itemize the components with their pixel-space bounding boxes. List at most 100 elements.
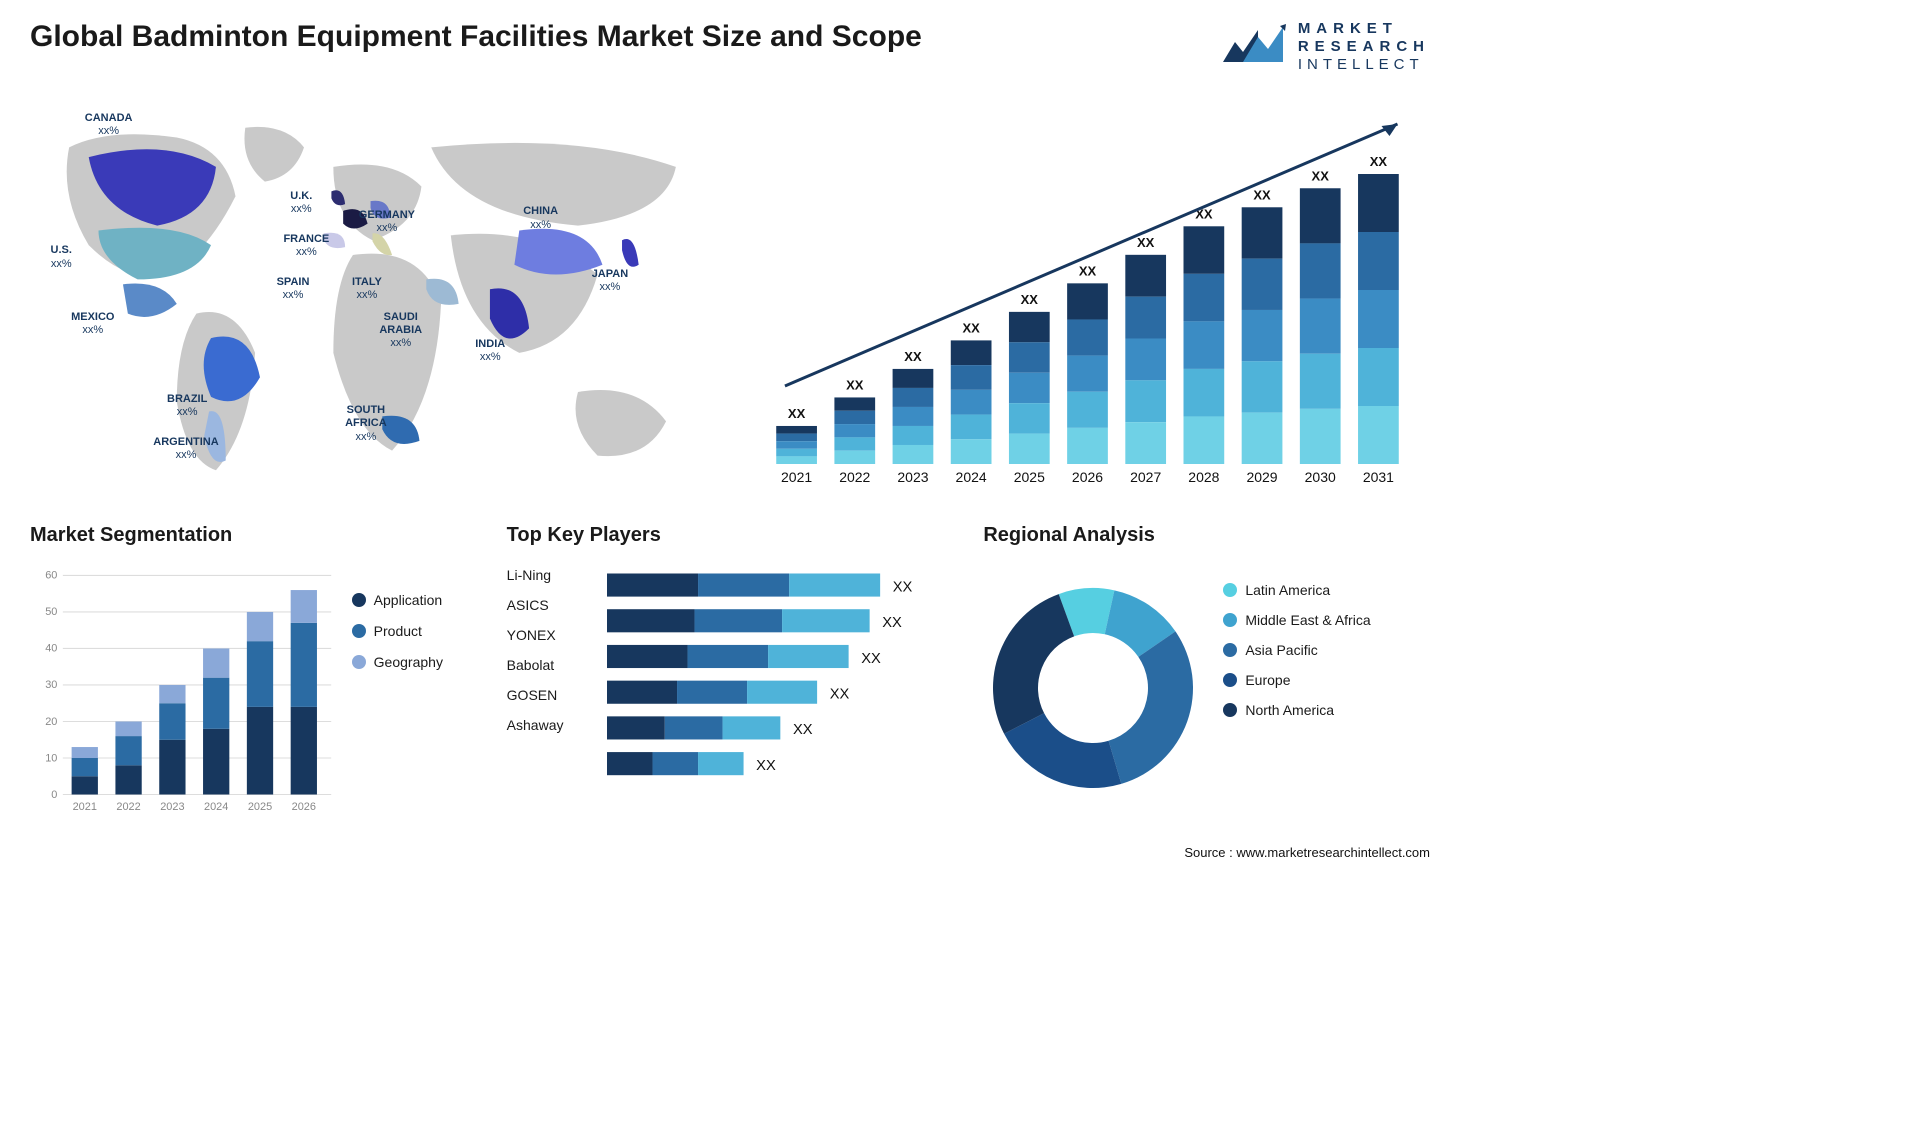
main-bar-seg	[951, 365, 992, 390]
map-label-japan: JAPANxx%	[592, 268, 628, 294]
main-bar-seg	[1067, 356, 1108, 392]
map-label-u-s-: U.S.xx%	[51, 244, 72, 270]
regional-donut	[983, 562, 1203, 814]
main-bar-seg	[1125, 297, 1166, 339]
main-bar-seg	[1067, 319, 1108, 355]
seg-bar-seg	[115, 765, 141, 794]
main-bar-seg	[951, 439, 992, 464]
player-bar-seg	[677, 681, 747, 704]
main-bar-seg	[1125, 255, 1166, 297]
main-bar-seg	[1300, 409, 1341, 464]
seg-bar-seg	[247, 612, 273, 641]
map-label-argentina: ARGENTINAxx%	[153, 436, 218, 462]
map-label-germany: GERMANYxx%	[359, 209, 415, 235]
seg-bar-seg	[291, 623, 317, 707]
segmentation-chart: 0102030405060202120222023202420252026	[30, 562, 337, 819]
players-labels: Li-NingASICSYONEXBabolatGOSENAshaway	[507, 562, 607, 814]
svg-text:40: 40	[45, 643, 57, 655]
map-label-canada: CANADAxx%	[85, 112, 133, 138]
player-bar-seg	[607, 681, 677, 704]
main-bar-seg	[1067, 392, 1108, 428]
player-bar-seg	[607, 752, 653, 775]
svg-text:XX: XX	[1253, 187, 1271, 202]
regional-legend: Latin AmericaMiddle East & AfricaAsia Pa…	[1203, 582, 1430, 814]
player-bar-seg	[652, 752, 698, 775]
seg-bar-seg	[159, 740, 185, 795]
svg-text:2027: 2027	[1130, 469, 1161, 485]
player-bar-seg	[768, 645, 849, 668]
player-bar-seg	[664, 716, 722, 739]
main-bar-seg	[1009, 403, 1050, 433]
segmentation-title: Market Segmentation	[30, 524, 477, 547]
seg-bar-seg	[115, 721, 141, 736]
main-bar-seg	[893, 388, 934, 407]
svg-text:2031: 2031	[1363, 469, 1394, 485]
seg-legend-item: Geography	[352, 654, 477, 670]
player-bar-seg	[747, 681, 817, 704]
svg-text:20: 20	[45, 716, 57, 728]
players-title: Top Key Players	[507, 524, 954, 547]
player-bar-seg	[607, 645, 688, 668]
svg-text:XX: XX	[829, 687, 849, 703]
svg-text:2026: 2026	[1072, 469, 1103, 485]
players-chart: XXXXXXXXXXXX	[607, 562, 954, 814]
svg-text:XX: XX	[846, 377, 864, 392]
main-bar-seg	[1300, 299, 1341, 354]
main-bar-seg	[1009, 312, 1050, 342]
svg-text:2026: 2026	[292, 801, 316, 813]
main-bar-seg	[834, 397, 875, 410]
map-label-france: FRANCExx%	[283, 233, 329, 259]
regional-legend-item: North America	[1223, 702, 1430, 718]
source-text: Source : www.marketresearchintellect.com	[1184, 845, 1430, 860]
main-bar-seg	[834, 411, 875, 424]
seg-bar-seg	[291, 707, 317, 795]
seg-bar-seg	[72, 758, 98, 776]
svg-text:XX: XX	[882, 615, 902, 631]
main-bar-seg	[1358, 406, 1399, 464]
svg-text:2021: 2021	[73, 801, 97, 813]
main-bar-seg	[1358, 232, 1399, 290]
main-bar-seg	[1184, 274, 1225, 322]
map-china	[514, 229, 602, 275]
svg-text:2024: 2024	[956, 469, 987, 485]
seg-bar-seg	[203, 678, 229, 729]
logo: MARKET RESEARCH INTELLECT	[1218, 20, 1430, 74]
seg-bar-seg	[247, 641, 273, 707]
seg-bar-seg	[203, 729, 229, 795]
main-bar-seg	[893, 426, 934, 445]
player-label: GOSEN	[507, 687, 607, 703]
map-italy	[373, 233, 393, 255]
svg-text:XX: XX	[1079, 263, 1097, 278]
svg-text:2022: 2022	[839, 469, 870, 485]
main-bar-seg	[834, 424, 875, 437]
regional-legend-item: Latin America	[1223, 582, 1430, 598]
main-bar-seg	[1184, 226, 1225, 274]
svg-text:2023: 2023	[160, 801, 184, 813]
seg-bar-seg	[72, 747, 98, 758]
player-label: Ashaway	[507, 717, 607, 733]
main-bar-seg	[951, 415, 992, 440]
main-bar-seg	[1358, 348, 1399, 406]
player-bar-seg	[722, 716, 780, 739]
svg-text:2022: 2022	[116, 801, 140, 813]
segmentation-legend: ApplicationProductGeography	[337, 592, 477, 819]
main-bar-seg	[1300, 243, 1341, 298]
main-bar-seg	[1300, 354, 1341, 409]
main-bar-seg	[1067, 428, 1108, 464]
regional-legend-item: Europe	[1223, 672, 1430, 688]
player-bar-seg	[694, 609, 782, 632]
main-bar-seg	[776, 441, 817, 449]
main-bar-seg	[1125, 422, 1166, 464]
regional-title: Regional Analysis	[983, 524, 1430, 547]
seg-bar-seg	[159, 703, 185, 740]
logo-line1: MARKET	[1298, 20, 1430, 38]
seg-bar-seg	[115, 736, 141, 765]
map-label-brazil: BRAZILxx%	[167, 393, 207, 419]
player-bar-seg	[607, 716, 665, 739]
seg-bar-seg	[159, 685, 185, 703]
map-mexico	[123, 284, 177, 317]
player-label: ASICS	[507, 597, 607, 613]
player-bar-seg	[698, 752, 744, 775]
main-bar-seg	[776, 434, 817, 442]
player-bar-seg	[782, 609, 870, 632]
